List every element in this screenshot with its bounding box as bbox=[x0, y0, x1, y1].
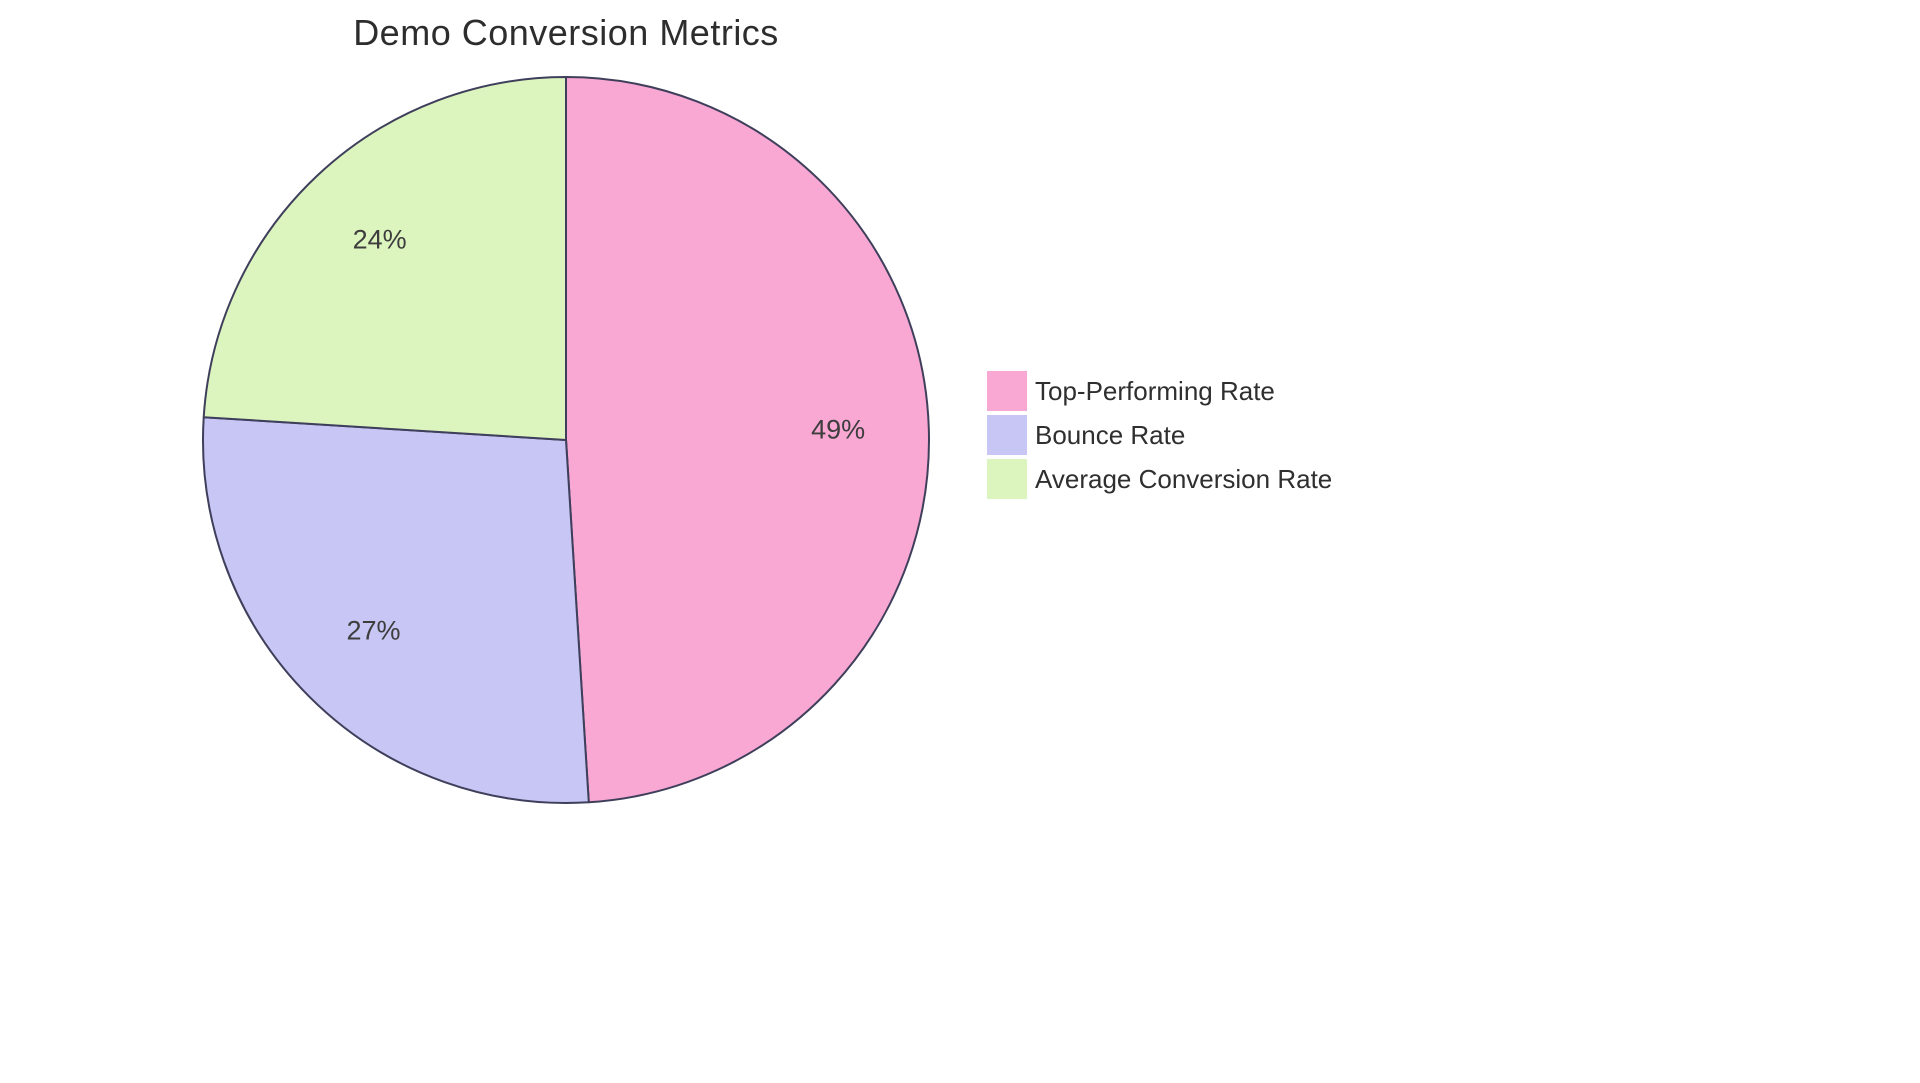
legend-label-0: Top-Performing Rate bbox=[1035, 375, 1275, 406]
legend-swatch-2 bbox=[987, 459, 1027, 499]
legend-item-2: Average Conversion Rate bbox=[987, 459, 1332, 499]
pie-slice-2 bbox=[202, 76, 567, 441]
legend-swatch-0 bbox=[987, 371, 1027, 411]
slice-label-0: 49% bbox=[811, 415, 865, 445]
legend-swatch-1 bbox=[987, 415, 1027, 455]
legend-label-1: Bounce Rate bbox=[1035, 419, 1186, 450]
chart-legend: Top-Performing Rate Bounce Rate Average Co… bbox=[987, 371, 1332, 499]
slice-label-1: 27% bbox=[346, 616, 400, 646]
legend-item-1: Bounce Rate bbox=[987, 415, 1332, 455]
legend-item-0: Top-Performing Rate bbox=[987, 371, 1332, 411]
pie-slice-1 bbox=[202, 416, 590, 804]
legend-label-2: Average Conversion Rate bbox=[1035, 463, 1333, 494]
pie-slice-0 bbox=[565, 76, 930, 804]
chart-title: Demo Conversion Metrics bbox=[353, 12, 779, 53]
slice-label-2: 24% bbox=[353, 225, 407, 255]
